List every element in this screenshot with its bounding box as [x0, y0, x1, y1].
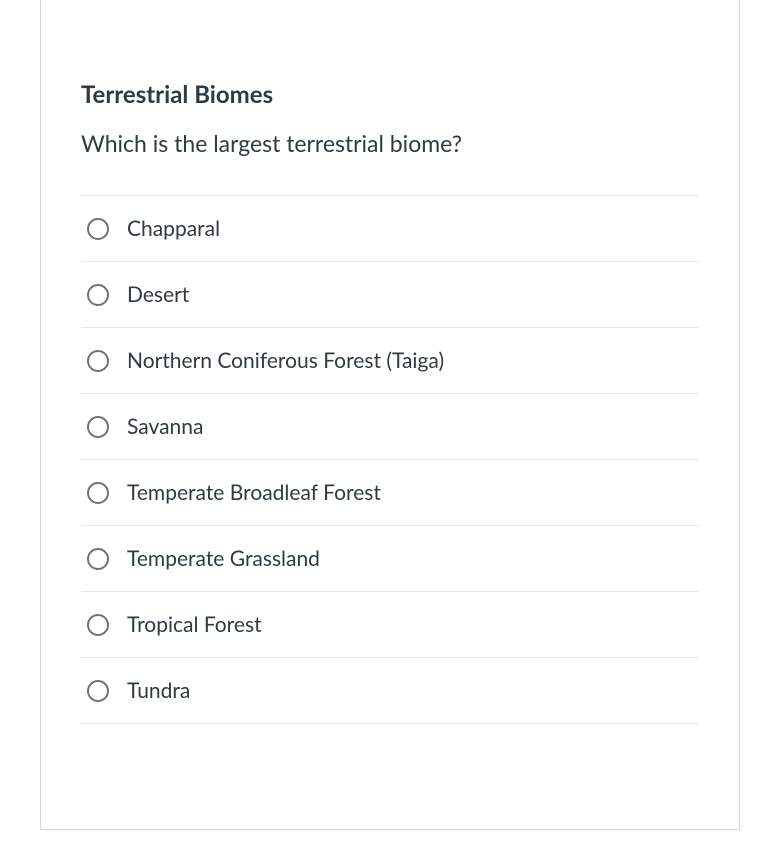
option-row[interactable]: Savanna	[81, 394, 699, 460]
option-label: Temperate Broadleaf Forest	[127, 480, 381, 505]
option-label: Northern Coniferous Forest (Taiga)	[127, 348, 444, 373]
radio-icon[interactable]	[87, 680, 109, 702]
radio-icon[interactable]	[87, 218, 109, 240]
question-container: Terrestrial Biomes Which is the largest …	[40, 0, 740, 830]
radio-icon[interactable]	[87, 548, 109, 570]
option-row[interactable]: Temperate Broadleaf Forest	[81, 460, 699, 526]
radio-icon[interactable]	[87, 416, 109, 438]
radio-icon[interactable]	[87, 350, 109, 372]
option-row[interactable]: Temperate Grassland	[81, 526, 699, 592]
option-row[interactable]: Chapparal	[81, 196, 699, 262]
option-label: Tropical Forest	[127, 612, 262, 637]
question-card: Terrestrial Biomes Which is the largest …	[41, 40, 739, 744]
option-row[interactable]: Tundra	[81, 658, 699, 724]
radio-icon[interactable]	[87, 614, 109, 636]
option-label: Chapparal	[127, 216, 220, 241]
question-prompt: Which is the largest terrestrial biome?	[81, 127, 699, 159]
option-row[interactable]: Tropical Forest	[81, 592, 699, 658]
option-row[interactable]: Desert	[81, 262, 699, 328]
option-label: Desert	[127, 282, 189, 307]
radio-icon[interactable]	[87, 482, 109, 504]
option-label: Temperate Grassland	[127, 546, 320, 571]
question-title: Terrestrial Biomes	[81, 80, 699, 109]
option-label: Savanna	[127, 414, 203, 439]
options-list: Chapparal Desert Northern Coniferous For…	[81, 195, 699, 724]
option-row[interactable]: Northern Coniferous Forest (Taiga)	[81, 328, 699, 394]
radio-icon[interactable]	[87, 284, 109, 306]
option-label: Tundra	[127, 678, 190, 703]
